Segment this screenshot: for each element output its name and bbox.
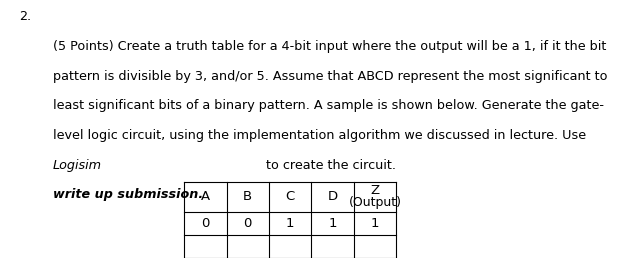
Text: least significant bits of a binary pattern. A sample is shown below. Generate th: least significant bits of a binary patte… <box>53 99 604 112</box>
Text: 2.: 2. <box>19 10 31 23</box>
Text: write up submission.: write up submission. <box>53 188 203 201</box>
Text: pattern is divisible by 3, and/or 5. Assume that ABCD represent the most signifi: pattern is divisible by 3, and/or 5. Ass… <box>53 70 608 83</box>
Text: Logisim: Logisim <box>53 159 102 172</box>
Text: 0: 0 <box>243 217 252 230</box>
Text: Z: Z <box>371 184 379 197</box>
Text: 1: 1 <box>286 217 295 230</box>
Text: 0: 0 <box>201 217 210 230</box>
Text: 1: 1 <box>328 217 337 230</box>
Text: C: C <box>286 190 295 203</box>
Text: A: A <box>201 190 210 203</box>
Text: D: D <box>328 190 338 203</box>
Text: B: B <box>243 190 252 203</box>
Bar <box>184 182 396 258</box>
Text: level logic circuit, using the implementation algorithm we discussed in lecture.: level logic circuit, using the implement… <box>53 129 586 142</box>
Text: (Output): (Output) <box>349 196 401 209</box>
Text: 1: 1 <box>371 217 379 230</box>
Text: to create the circuit.: to create the circuit. <box>262 159 400 172</box>
Text: (5 Points) Create a truth table for a 4-bit input where the output will be a 1, : (5 Points) Create a truth table for a 4-… <box>53 40 607 53</box>
